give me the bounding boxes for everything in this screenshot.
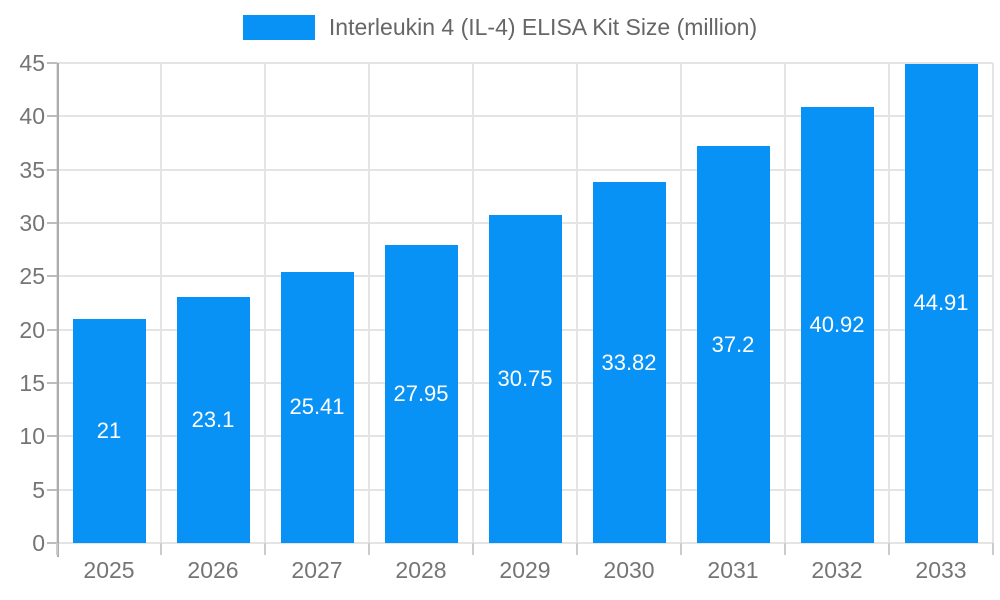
bar[interactable]: 25.41 <box>280 271 354 543</box>
gridline-vertical <box>784 63 786 543</box>
y-axis-tick <box>47 382 57 384</box>
gridline-vertical <box>576 63 578 543</box>
gridline-horizontal <box>57 168 993 171</box>
y-axis-line <box>57 63 59 557</box>
y-axis-tick <box>47 435 57 438</box>
gridline-vertical <box>368 63 370 543</box>
x-axis-tick <box>368 543 370 555</box>
x-axis-label: 2027 <box>291 557 343 583</box>
gridline-horizontal <box>57 542 993 544</box>
legend-swatch-icon <box>242 15 315 40</box>
gridline-vertical <box>888 63 890 543</box>
y-axis-label: 20 <box>19 316 45 343</box>
bar-value-label: 44.91 <box>913 290 969 316</box>
gridline-vertical <box>992 63 994 543</box>
chart-legend-item[interactable]: Interleukin 4 (IL-4) ELISA Kit Size (mil… <box>0 14 1000 41</box>
y-axis-label: 35 <box>19 156 45 183</box>
x-axis-tick <box>888 543 890 555</box>
x-axis-tick <box>160 543 162 555</box>
gridline-vertical <box>680 63 682 543</box>
y-axis-label: 10 <box>19 423 45 450</box>
x-axis-label: 2026 <box>187 557 239 583</box>
x-axis-tick <box>576 543 578 555</box>
y-axis-tick <box>47 328 57 331</box>
bar[interactable]: 27.95 <box>384 244 458 543</box>
x-axis-tick <box>264 543 266 555</box>
gridline-horizontal <box>57 62 993 64</box>
bar-value-label: 21 <box>96 418 122 443</box>
gridline-vertical <box>160 63 162 543</box>
x-axis-label: 2025 <box>83 557 135 583</box>
bar[interactable]: 44.91 <box>904 63 978 543</box>
bar-value-label: 30.75 <box>497 366 553 391</box>
y-axis-label: 40 <box>19 103 45 130</box>
y-axis-label: 30 <box>19 210 45 236</box>
x-axis-label: 2030 <box>603 557 655 583</box>
bar-value-label: 40.92 <box>809 311 865 337</box>
bar[interactable]: 40.92 <box>800 106 874 543</box>
bar[interactable]: 37.2 <box>696 146 770 543</box>
gridline-horizontal <box>57 115 993 118</box>
x-axis-tick <box>472 543 474 555</box>
legend-label: Interleukin 4 (IL-4) ELISA Kit Size (mil… <box>328 14 758 40</box>
y-axis-label: 0 <box>32 530 45 556</box>
y-axis-tick <box>47 62 57 64</box>
bar-value-label: 33.82 <box>601 349 657 375</box>
x-axis-tick <box>784 543 786 555</box>
bar[interactable]: 23.1 <box>176 296 250 543</box>
x-axis-label: 2032 <box>811 557 863 583</box>
y-axis-tick <box>47 115 57 118</box>
x-axis-tick <box>680 543 682 555</box>
y-axis-label: 15 <box>19 370 45 396</box>
x-axis-label: 2028 <box>395 557 447 583</box>
bar-value-label: 25.41 <box>289 394 345 420</box>
x-axis-label: 2033 <box>915 557 967 583</box>
bar-value-label: 23.1 <box>191 406 235 432</box>
bar[interactable]: 30.75 <box>488 215 562 543</box>
bar-value-label: 27.95 <box>393 380 449 406</box>
y-axis-tick <box>47 542 57 544</box>
y-axis-label: 5 <box>32 476 45 503</box>
bar[interactable]: 33.82 <box>592 182 666 543</box>
y-axis-tick <box>47 275 57 278</box>
bar[interactable]: 21 <box>72 319 146 543</box>
plot-area: 21 23.1 25.41 27.95 30.75 33.82 37.2 40.92 44.91 <box>56 62 994 544</box>
y-axis-tick <box>47 488 57 491</box>
y-axis-tick <box>47 168 57 171</box>
y-axis-tick <box>47 222 57 224</box>
x-axis-tick <box>992 543 994 555</box>
y-axis-label: 25 <box>19 263 45 290</box>
gridline-vertical <box>472 63 474 543</box>
y-axis-label: 45 <box>19 50 45 76</box>
gridline-vertical <box>264 63 266 543</box>
bar-value-label: 37.2 <box>711 331 755 357</box>
x-axis-tick <box>56 543 58 555</box>
x-axis-label: 2029 <box>499 557 551 583</box>
x-axis-label: 2031 <box>707 557 759 583</box>
